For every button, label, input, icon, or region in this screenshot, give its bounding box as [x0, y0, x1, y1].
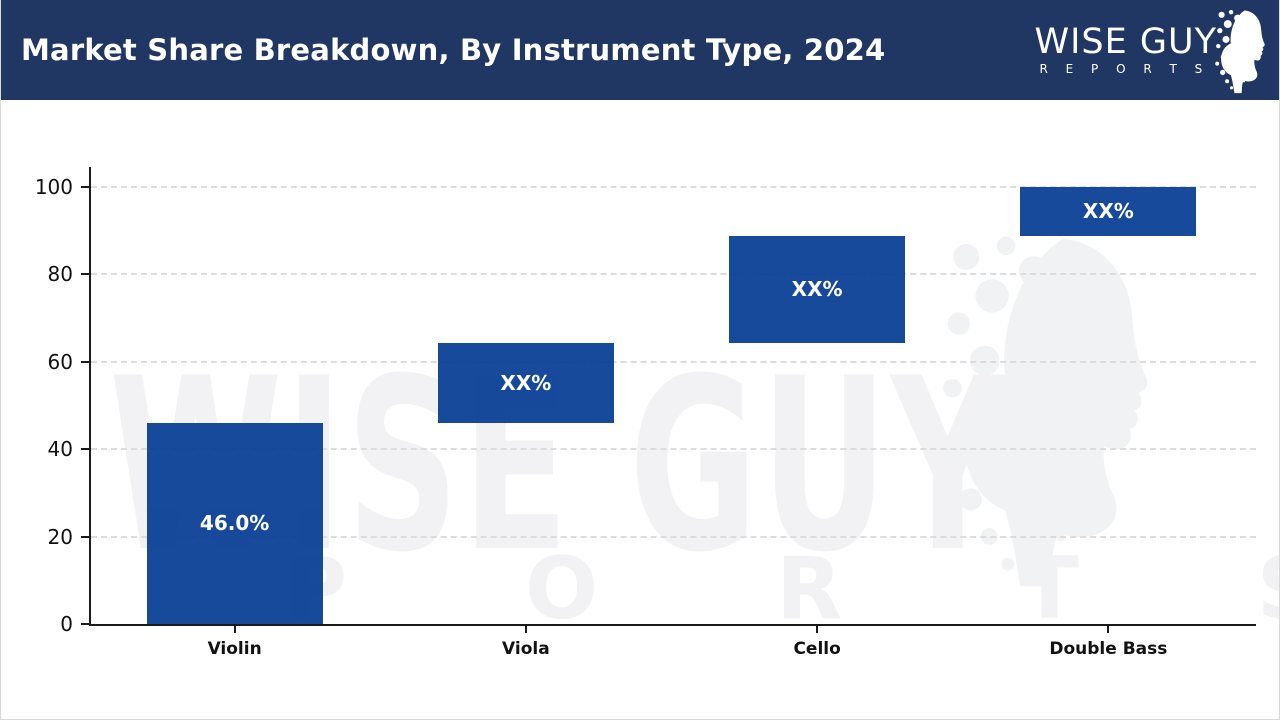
- y-tick-20: [81, 535, 89, 538]
- brand-logo: WISE GUY R E P O R T S: [1034, 5, 1267, 95]
- y-tick-0: [81, 623, 89, 625]
- gridline-100: [91, 185, 1256, 188]
- x-category-label: Cello: [793, 639, 841, 659]
- gridline-80: [91, 273, 1256, 275]
- chart-title: Market Share Breakdown, By Instrument Ty…: [21, 33, 886, 67]
- brand-subtitle: R E P O R T S: [1039, 61, 1210, 76]
- x-category-label: Viola: [502, 639, 550, 659]
- y-tick-label-0: 0: [60, 612, 73, 636]
- bar-value-label: XX%: [791, 277, 843, 302]
- bar-viola: XX%: [437, 342, 614, 423]
- brand-name: WISE GUY: [1034, 22, 1217, 63]
- bar-violin: 46.0%: [146, 422, 323, 624]
- y-tick-label-20: 20: [47, 524, 73, 549]
- y-tick-label-80: 80: [47, 262, 73, 286]
- x-tick-1: [524, 626, 527, 633]
- x-category-label: Double Bass: [1049, 639, 1168, 659]
- y-tick-label-40: 40: [47, 437, 73, 461]
- gridline-40: [91, 448, 1256, 450]
- x-axis-spine: [89, 624, 1256, 626]
- brand-face-icon: [1207, 6, 1267, 94]
- y-tick-80: [81, 273, 89, 275]
- x-tick-3: [1107, 626, 1110, 633]
- gridline-20: [91, 535, 1256, 538]
- gridline-60: [91, 360, 1256, 363]
- bar-value-label: XX%: [1082, 199, 1134, 223]
- y-tick-label-100: 100: [34, 174, 73, 199]
- y-tick-100: [81, 185, 89, 188]
- x-category-label: Violin: [207, 639, 262, 659]
- y-tick-40: [81, 448, 89, 450]
- y-tick-label-60: 60: [47, 349, 73, 374]
- header-bar: Market Share Breakdown, By Instrument Ty…: [1, 0, 1279, 100]
- bar-value-label: XX%: [500, 370, 552, 395]
- y-axis-spine: [89, 167, 91, 626]
- bar-double-bass: XX%: [1020, 186, 1197, 236]
- x-tick-2: [816, 626, 819, 633]
- bar-cello: XX%: [729, 235, 906, 343]
- x-tick-0: [233, 626, 236, 633]
- bar-value-label: 46.0%: [199, 511, 270, 536]
- y-tick-60: [81, 360, 89, 363]
